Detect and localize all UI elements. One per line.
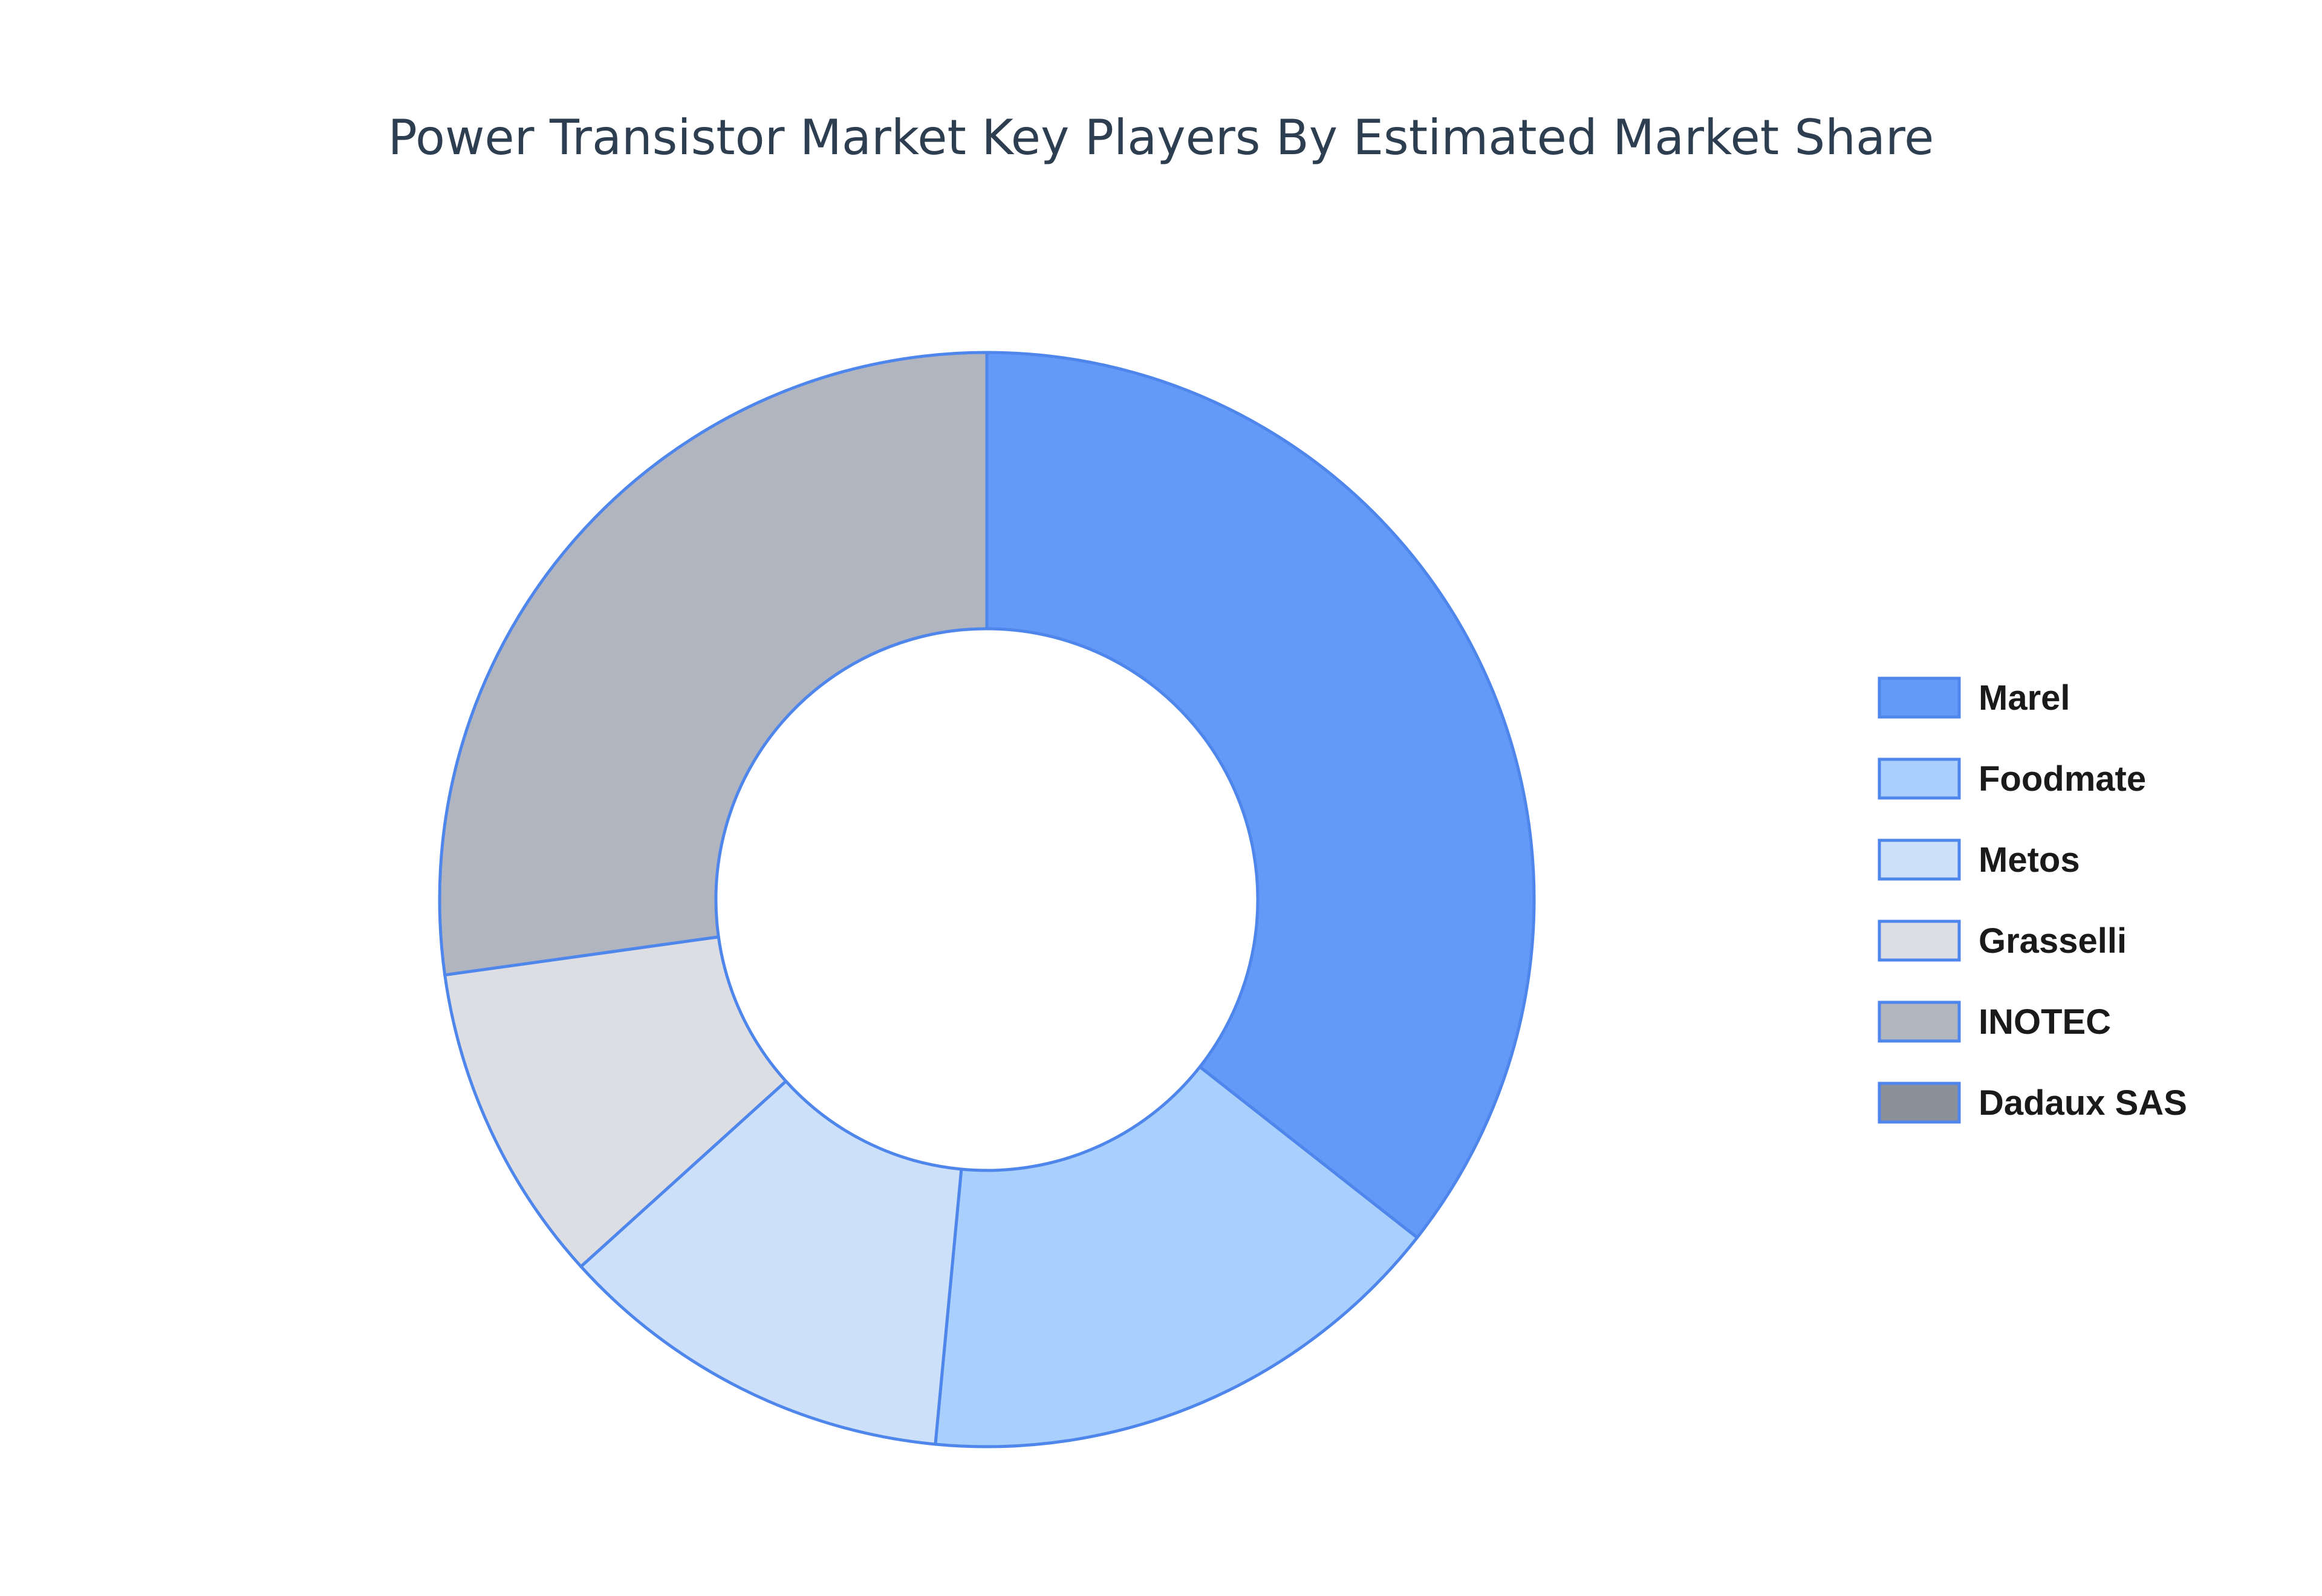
legend-item-foodmate[interactable]: Foodmate [1878,757,2146,800]
chart-title: Power Transistor Market Key Players By E… [388,109,1934,166]
legend-item-marel[interactable]: Marel [1878,676,2070,719]
legend-item-metos[interactable]: Metos [1878,839,2080,881]
legend-label-foodmate: Foodmate [1979,759,2146,799]
legend-swatch-foodmate [1878,757,1961,800]
legend-item-grasselli[interactable]: Grasselli [1878,920,2127,962]
legend-swatch-marel [1878,676,1961,719]
donut-slices [438,351,1536,1448]
legend-label-inotec: INOTEC [1979,1002,2111,1042]
legend: Marel Foodmate Metos Grasselli INOTEC Dadaux … [1878,676,2187,1124]
legend-label-grasselli: Grasselli [1979,921,2127,961]
slice-metos[interactable] [579,1079,963,1446]
legend-swatch-dadaux-sas [1878,1082,1961,1124]
legend-swatch-metos [1878,839,1961,881]
slice-grasselli[interactable] [443,935,788,1268]
legend-item-inotec[interactable]: INOTEC [1878,1001,2111,1043]
legend-swatch-inotec [1878,1001,1961,1043]
slice-inotec[interactable] [438,351,989,977]
legend-item-dadaux-sas[interactable]: Dadaux SAS [1878,1082,2187,1124]
legend-swatch-grasselli [1878,920,1961,962]
slice-foodmate[interactable] [934,1065,1419,1448]
slice-marel[interactable] [985,351,1536,1239]
legend-label-metos: Metos [1979,840,2080,880]
legend-label-dadaux-sas: Dadaux SAS [1979,1083,2187,1123]
legend-label-marel: Marel [1979,678,2070,718]
